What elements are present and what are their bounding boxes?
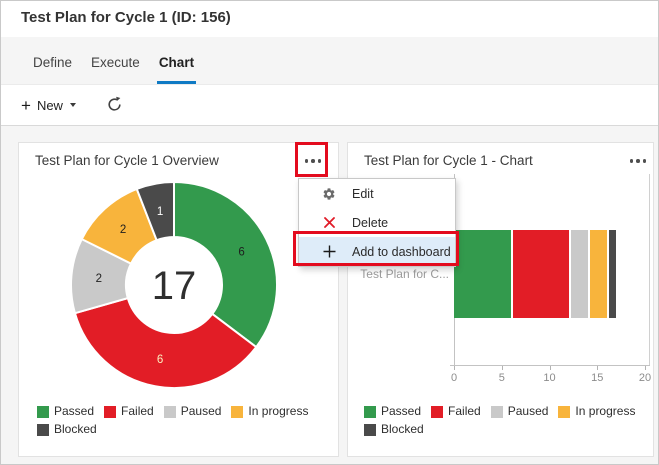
- x-axis-tick: [501, 366, 503, 370]
- plus-icon: [319, 245, 339, 258]
- donut-slice-value: 1: [157, 206, 163, 218]
- bar-plot: Test Plan for C... 0 5 10 15 20: [348, 143, 653, 456]
- page-title: Test Plan for Cycle 1 (ID: 156): [21, 9, 231, 26]
- legend-item-blocked: Blocked: [364, 422, 424, 437]
- widget-donut-card: Test Plan for Cycle 1 Overview 6 6 2 2 1 17 P…: [18, 142, 339, 457]
- legend-label: Failed: [121, 404, 154, 418]
- legend-swatch: [104, 405, 117, 418]
- main-content: Test Plan for Cycle 1 Overview 6 6 2 2 1 17 P…: [1, 126, 658, 464]
- ellipsis-menu-button[interactable]: [624, 152, 652, 170]
- page-header: Test Plan for Cycle 1 (ID: 156): [1, 1, 658, 37]
- ellipsis-icon: [629, 159, 634, 163]
- x-axis-tick-label: 10: [543, 372, 556, 384]
- legend-label: Paused: [507, 404, 549, 418]
- chevron-down-icon: [69, 103, 76, 107]
- legend-swatch: [37, 423, 49, 436]
- legend-label: In progress: [248, 404, 309, 418]
- legend-label: Blocked: [381, 422, 424, 436]
- legend-item-paused: Paused: [490, 404, 549, 419]
- ellipsis-icon: [317, 159, 322, 163]
- tab-chart[interactable]: Chart: [156, 37, 197, 84]
- command-bar: + New: [1, 85, 658, 126]
- donut-slice-passed: [173, 180, 278, 349]
- x-axis-tick: [454, 366, 455, 370]
- donut-slice-value: 2: [96, 273, 102, 285]
- legend-item-passed: Passed: [364, 404, 421, 419]
- chart-legend: Passed Failed Paused In progress Blocked: [37, 404, 329, 437]
- gear-icon: [319, 187, 339, 201]
- bar-segment-blocked: [606, 230, 617, 318]
- ellipsis-menu-button[interactable]: [299, 152, 327, 170]
- plot-right-border: [649, 174, 650, 365]
- new-button[interactable]: + New: [21, 93, 76, 117]
- donut-slice-failed: [73, 296, 258, 389]
- legend-item-in-progress: In progress: [558, 404, 635, 419]
- widget-title: Test Plan for Cycle 1 Overview: [35, 153, 219, 168]
- context-menu: Edit Delete Add to dashboard: [298, 178, 456, 267]
- donut-center-total: 17: [152, 264, 197, 308]
- legend-swatch: [490, 405, 503, 418]
- x-axis-tick: [597, 366, 599, 370]
- legend-label: Blocked: [54, 422, 97, 436]
- legend-swatch: [364, 423, 376, 436]
- legend-swatch: [231, 405, 244, 418]
- chart-legend: Passed Failed Paused In progress Blocked: [364, 404, 646, 437]
- legend-label: Paused: [180, 404, 222, 418]
- legend-label: Passed: [54, 404, 95, 418]
- ellipsis-icon: [311, 159, 315, 163]
- ellipsis-icon: [636, 159, 640, 163]
- widget-title: Test Plan for Cycle 1 - Chart: [364, 153, 533, 168]
- menu-item-edit[interactable]: Edit: [299, 179, 455, 208]
- legend-item-blocked: Blocked: [37, 422, 97, 437]
- ellipsis-icon: [642, 159, 647, 163]
- legend-item-passed: Passed: [37, 404, 94, 419]
- category-label: Test Plan for C...: [360, 267, 449, 281]
- legend-item-failed: Failed: [431, 404, 481, 419]
- plus-icon: +: [21, 95, 31, 115]
- tab-bar: Define Execute Chart: [1, 37, 658, 84]
- x-axis-tick-label: 15: [591, 372, 604, 384]
- legend-label: In progress: [575, 404, 636, 418]
- x-axis-tick: [645, 366, 646, 370]
- legend-label: Passed: [381, 404, 422, 418]
- x-axis-tick-label: 5: [498, 372, 505, 384]
- x-axis-tick-label: 20: [638, 372, 652, 384]
- bar-segment-failed: [511, 230, 569, 318]
- x-axis-tick: [549, 366, 551, 370]
- bar-segment-paused: [568, 230, 588, 318]
- legend-item-in-progress: In progress: [231, 404, 308, 419]
- legend-item-paused: Paused: [163, 404, 222, 419]
- refresh-button[interactable]: [104, 94, 124, 114]
- delete-x-icon: [319, 217, 339, 228]
- ellipsis-icon: [304, 159, 309, 163]
- donut-slice-value: 6: [157, 354, 163, 366]
- bar-segment-passed: [454, 230, 512, 318]
- legend-item-failed: Failed: [104, 404, 154, 419]
- donut-chart: 6 6 2 2 1 17: [70, 180, 278, 389]
- donut-slice-value: 2: [120, 224, 126, 236]
- tab-define[interactable]: Define: [33, 54, 73, 70]
- legend-swatch: [37, 405, 49, 418]
- donut-slice-blocked: [135, 180, 175, 242]
- legend-swatch: [364, 405, 376, 418]
- bar-segment-in-progress: [587, 230, 607, 318]
- menu-item-add-to-dashboard[interactable]: Add to dashboard: [299, 237, 455, 266]
- donut-slice-value: 6: [238, 246, 244, 258]
- menu-item-label: Edit: [352, 186, 374, 201]
- x-axis-line: [450, 365, 650, 366]
- legend-swatch: [558, 405, 571, 418]
- new-button-label: New: [36, 97, 63, 113]
- refresh-icon: [107, 96, 121, 111]
- legend-swatch: [163, 405, 176, 418]
- menu-item-delete[interactable]: Delete: [299, 208, 455, 237]
- tab-execute[interactable]: Execute: [91, 54, 140, 70]
- legend-label: Failed: [448, 404, 481, 418]
- legend-swatch: [431, 405, 444, 418]
- tab-strip: Define Execute Chart: [1, 37, 658, 85]
- menu-item-label: Add to dashboard: [352, 244, 451, 259]
- x-axis-tick-label: 0: [450, 372, 458, 384]
- menu-item-label: Delete: [352, 215, 389, 230]
